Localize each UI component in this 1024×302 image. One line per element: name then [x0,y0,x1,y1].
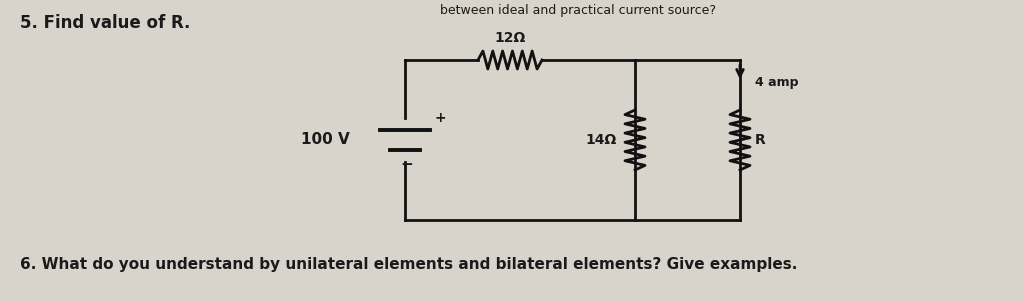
Text: 12Ω: 12Ω [495,31,525,45]
Text: 100 V: 100 V [301,133,350,147]
Text: 14Ω: 14Ω [586,133,617,147]
Text: −: − [400,158,414,172]
Text: R: R [755,133,766,147]
Text: +: + [435,111,446,125]
Text: 5. Find value of R.: 5. Find value of R. [20,14,190,32]
Text: 4 amp: 4 amp [755,76,799,89]
Text: between ideal and practical current source?: between ideal and practical current sour… [440,4,716,17]
Text: 6. What do you understand by unilateral elements and bilateral elements? Give ex: 6. What do you understand by unilateral … [20,257,798,272]
